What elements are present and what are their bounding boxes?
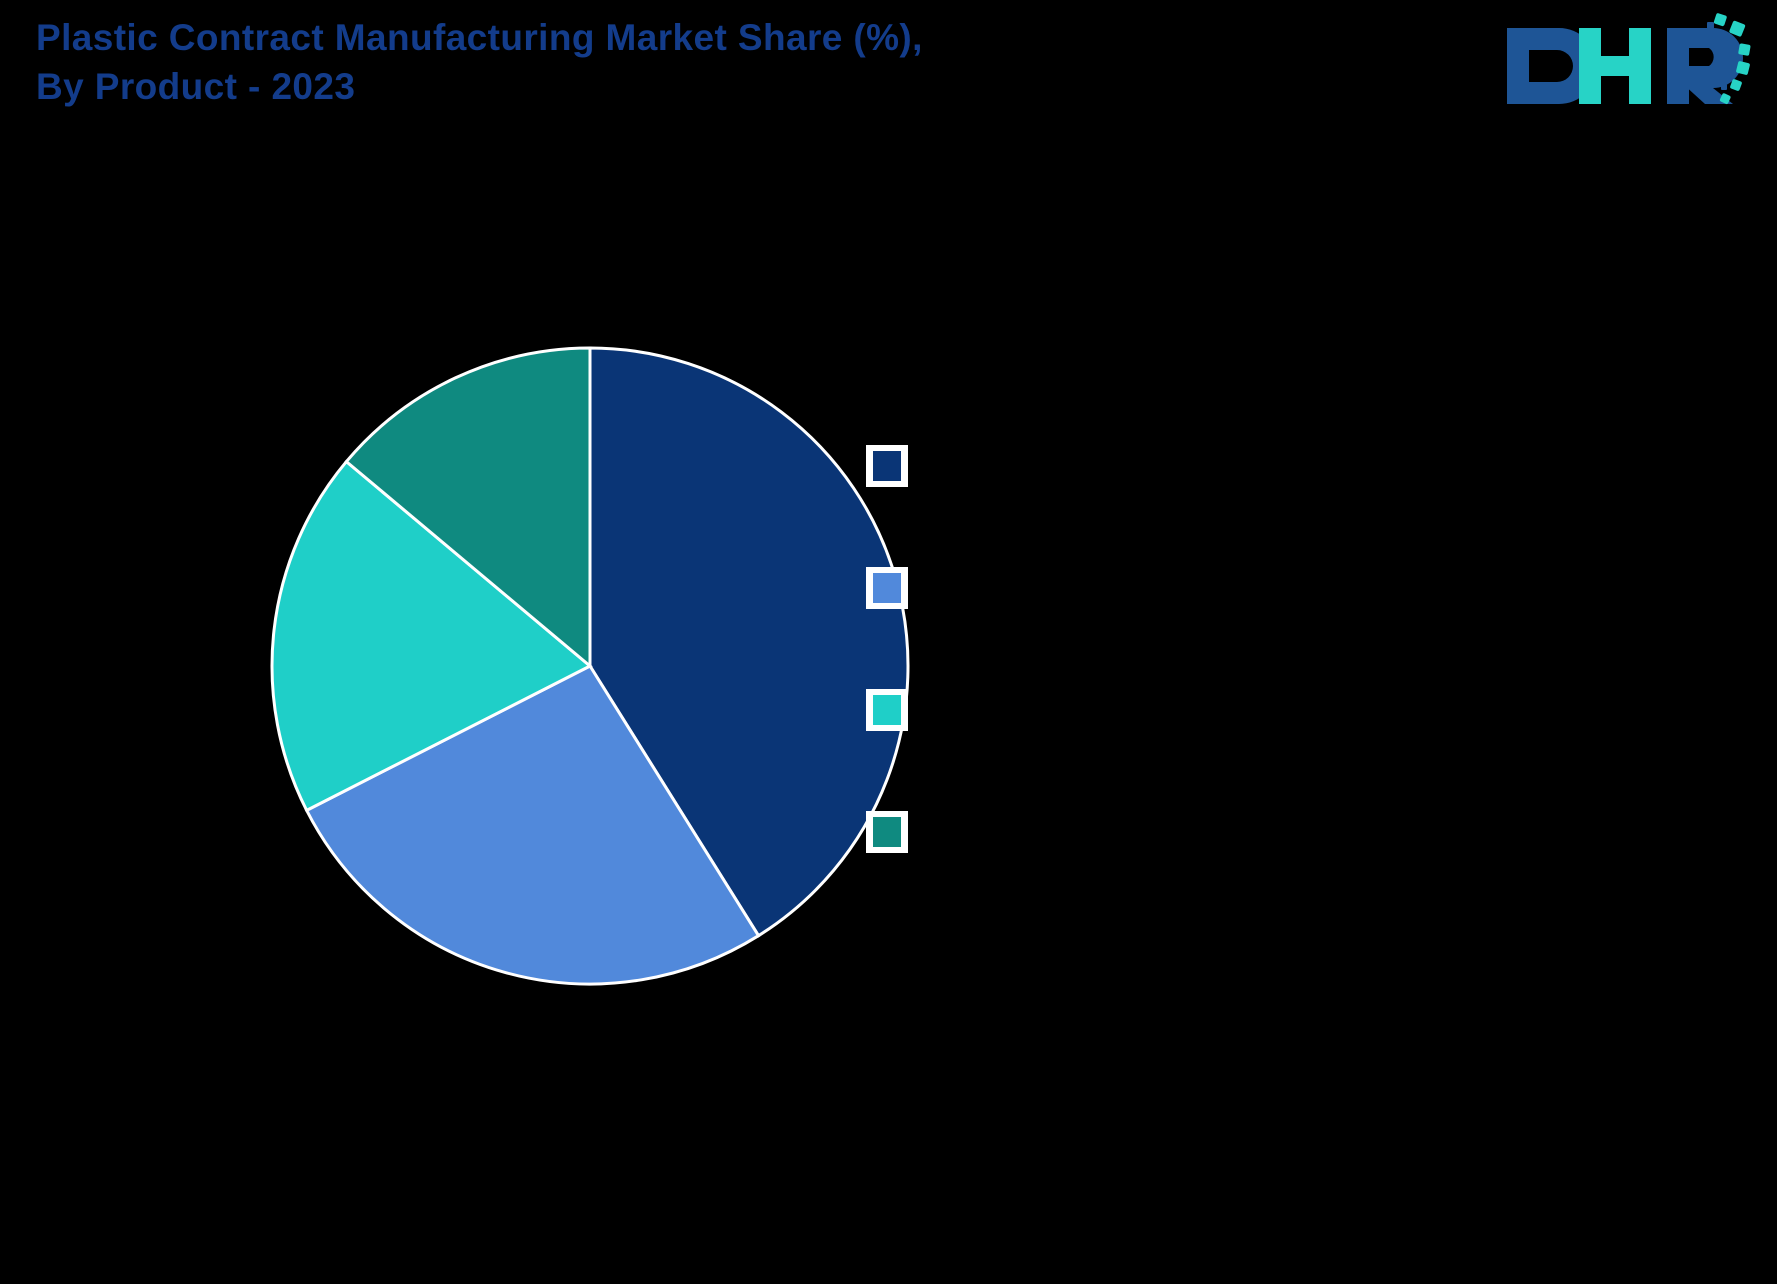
- legend-color-swatch-4: [873, 817, 901, 847]
- legend-swatch-box-4: [866, 811, 908, 853]
- legend-item-3[interactable]: [866, 649, 1626, 771]
- page-title: Plastic Contract Manufacturing Market Sh…: [36, 17, 923, 107]
- dhr-logo: [1501, 10, 1751, 122]
- pie-slice[interactable]: [270, 459, 593, 813]
- pie-chart: [270, 346, 910, 986]
- legend-swatch-box-3: [866, 689, 908, 731]
- chart-legend: [866, 405, 1626, 893]
- pie-slice[interactable]: [344, 346, 592, 670]
- legend-item-2[interactable]: [866, 527, 1626, 649]
- legend-color-swatch-3: [873, 695, 901, 725]
- dhr-logo-icon: [1507, 13, 1751, 104]
- pie-slice[interactable]: [304, 664, 761, 986]
- pie-slice-group: [270, 346, 910, 986]
- legend-color-swatch-2: [873, 573, 901, 603]
- legend-item-1[interactable]: [866, 405, 1626, 527]
- legend-item-4[interactable]: [866, 771, 1626, 893]
- legend-swatch-box-2: [866, 567, 908, 609]
- legend-swatch-box-1: [866, 445, 908, 487]
- pie-chart-svg: [270, 346, 910, 986]
- legend-color-swatch-1: [873, 451, 901, 481]
